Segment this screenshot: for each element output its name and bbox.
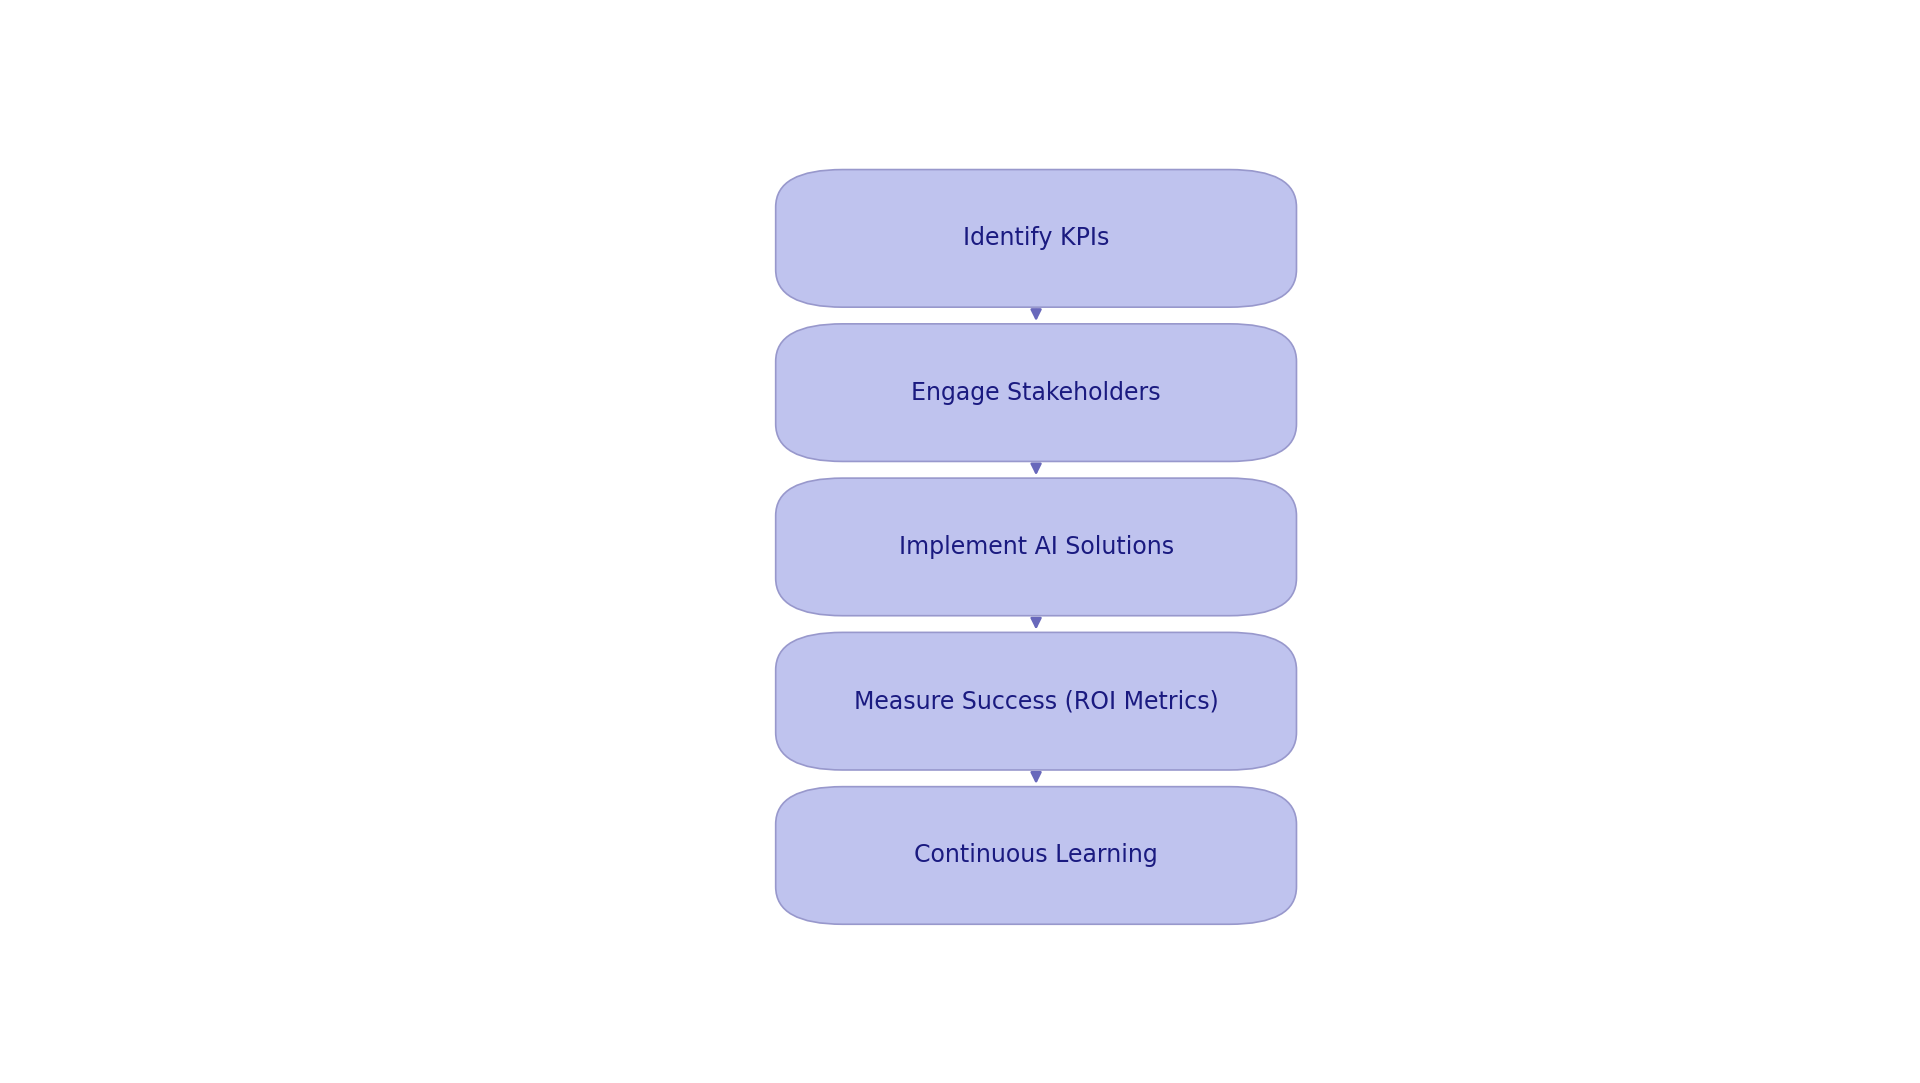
- FancyBboxPatch shape: [776, 786, 1296, 924]
- FancyBboxPatch shape: [776, 324, 1296, 461]
- Text: Continuous Learning: Continuous Learning: [914, 844, 1158, 867]
- Text: Identify KPIs: Identify KPIs: [964, 226, 1110, 250]
- Text: Implement AI Solutions: Implement AI Solutions: [899, 535, 1173, 559]
- Text: Engage Stakeholders: Engage Stakeholders: [912, 380, 1162, 405]
- FancyBboxPatch shape: [776, 478, 1296, 616]
- FancyBboxPatch shape: [776, 170, 1296, 308]
- Text: Measure Success (ROI Metrics): Measure Success (ROI Metrics): [854, 689, 1219, 714]
- FancyBboxPatch shape: [776, 632, 1296, 770]
